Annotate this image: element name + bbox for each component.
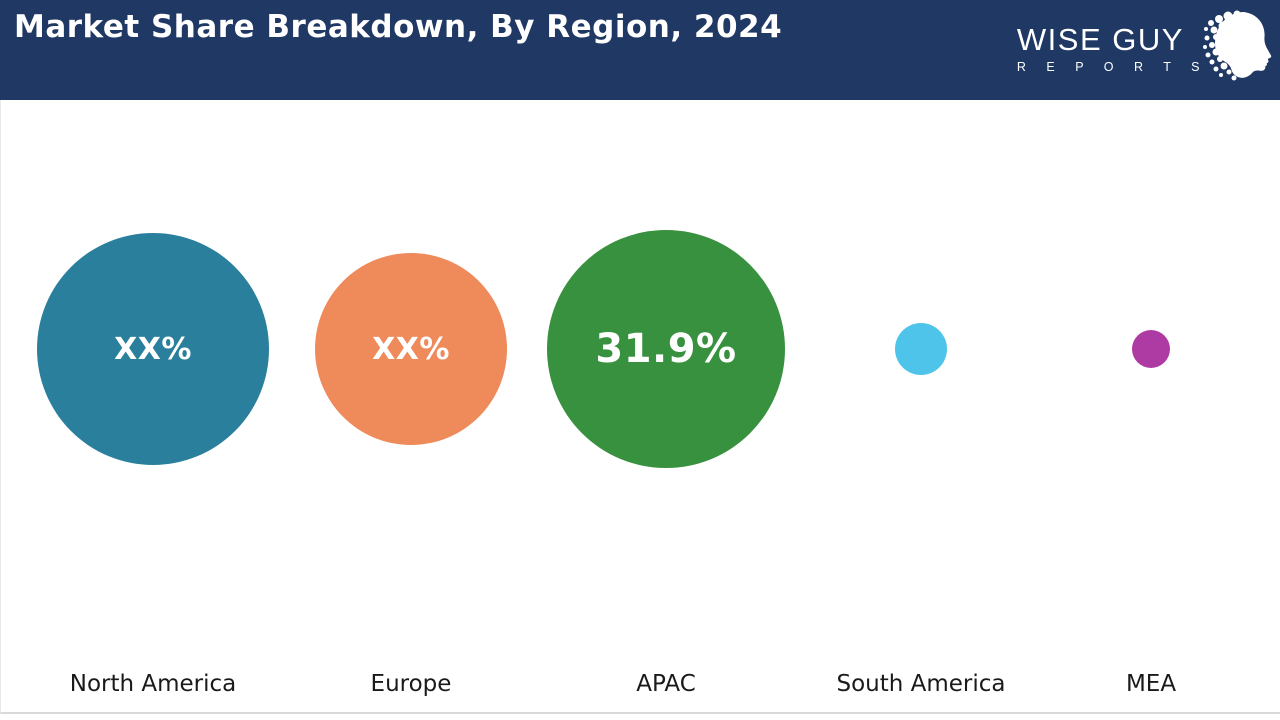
- logo-text: WISE GUY R E P O R T S: [1017, 24, 1208, 74]
- bubble-apac[interactable]: 31.9%: [547, 230, 785, 468]
- category-label-south-america: South America: [836, 671, 1006, 697]
- bubble-value-label: XX%: [114, 331, 192, 367]
- logo-subtext: R E P O R T S: [1016, 59, 1208, 74]
- category-label-mea: MEA: [1125, 671, 1177, 697]
- logo-face-icon: [1203, 10, 1272, 81]
- header-bar: Market Share Breakdown, By Region, 2024 …: [0, 0, 1280, 100]
- wiseguy-logo: WISE GUY R E P O R T S: [1017, 6, 1272, 92]
- page-title: Market Share Breakdown, By Region, 2024: [14, 9, 783, 45]
- bubble-europe[interactable]: XX%: [315, 253, 507, 445]
- bubble-value-label: 31.9%: [595, 326, 737, 372]
- category-label-apac: APAC: [636, 671, 696, 697]
- category-label-north-america: North America: [69, 671, 237, 697]
- category-label-europe: Europe: [370, 671, 452, 697]
- bubble-value-label: XX%: [372, 331, 450, 367]
- logo-wordmark: WISE GUY: [1016, 22, 1184, 58]
- bubble-mea[interactable]: [1132, 330, 1170, 368]
- bubble-south-america[interactable]: [895, 323, 947, 375]
- bubble-north-america[interactable]: XX%: [37, 233, 269, 465]
